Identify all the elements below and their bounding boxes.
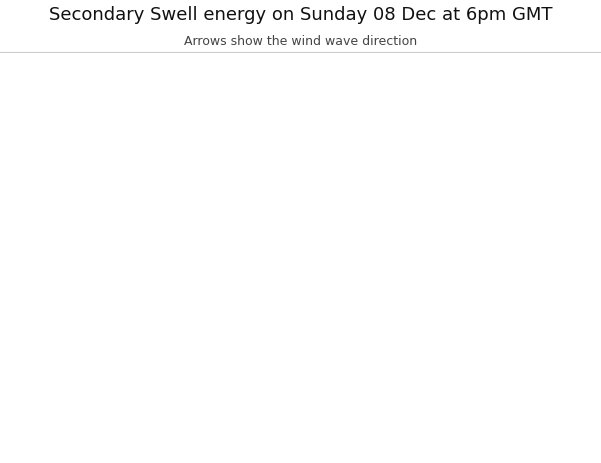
Text: Arrows show the wind wave direction: Arrows show the wind wave direction: [184, 35, 417, 48]
Text: Secondary Swell energy on Sunday 08 Dec at 6pm GMT: Secondary Swell energy on Sunday 08 Dec …: [49, 6, 552, 24]
Text: Install cartopy for map rendering: Install cartopy for map rendering: [186, 251, 415, 265]
